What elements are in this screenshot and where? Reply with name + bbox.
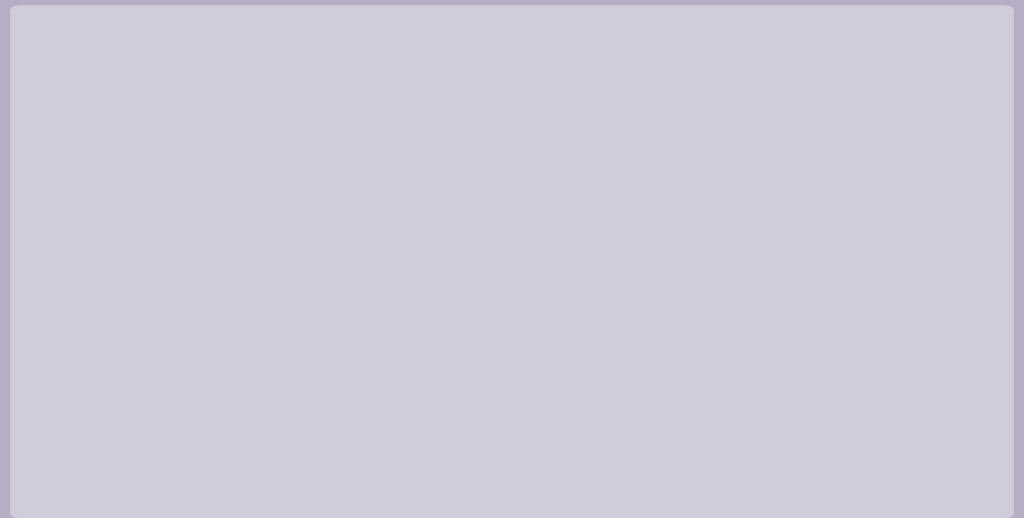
- Text: (i) 5 cm          (ii) 6.7 cm          (iii) 8 cm          (iv) 5.6: (i) 5 cm (ii) 6.7 cm (iii) 8 cm (iv) 5.6: [56, 321, 481, 336]
- Text: 3.: 3.: [23, 365, 41, 383]
- Text: (ii): (ii): [354, 73, 373, 88]
- Text: P: P: [394, 249, 404, 264]
- Text: N: N: [845, 210, 856, 225]
- Text: 5.: 5.: [23, 490, 40, 508]
- Text: Draw a line segment of length 6.8 cm and draw its perpendicular bisector by usin: Draw a line segment of length 6.8 cm and…: [56, 490, 903, 505]
- Text: Q: Q: [483, 114, 496, 129]
- Text: is the length of each part?: is the length of each part?: [56, 404, 268, 419]
- Text: Draw line segments having these lengths. Use ruler and compasses to bisect each : Draw line segments having these lengths.…: [56, 277, 886, 292]
- Text: (iv): (iv): [767, 73, 790, 88]
- FancyBboxPatch shape: [10, 5, 1014, 518]
- Text: (i): (i): [111, 73, 125, 88]
- Text: M: M: [845, 76, 858, 90]
- Text: X: X: [555, 100, 565, 115]
- Text: (iii): (iii): [516, 86, 539, 100]
- Text: 1.  Draw line segments equal to the following line segments.: 1. Draw line segments equal to the follo…: [68, 21, 711, 40]
- Text: Draw a line segment AB of length 4.8 cm. Now, construct the perpendicular bisect: Draw a line segment AB of length 4.8 cm.…: [56, 445, 931, 461]
- Text: Draw a line segment AB = 10 cm long. Use ruler and compasses to divide AB into 4: Draw a line segment AB = 10 cm long. Use…: [56, 365, 879, 380]
- Text: Y: Y: [691, 242, 700, 257]
- Text: A: A: [89, 109, 99, 124]
- Text: B: B: [335, 112, 345, 126]
- Text: 4.: 4.: [23, 445, 41, 464]
- Text: 2.: 2.: [23, 277, 41, 295]
